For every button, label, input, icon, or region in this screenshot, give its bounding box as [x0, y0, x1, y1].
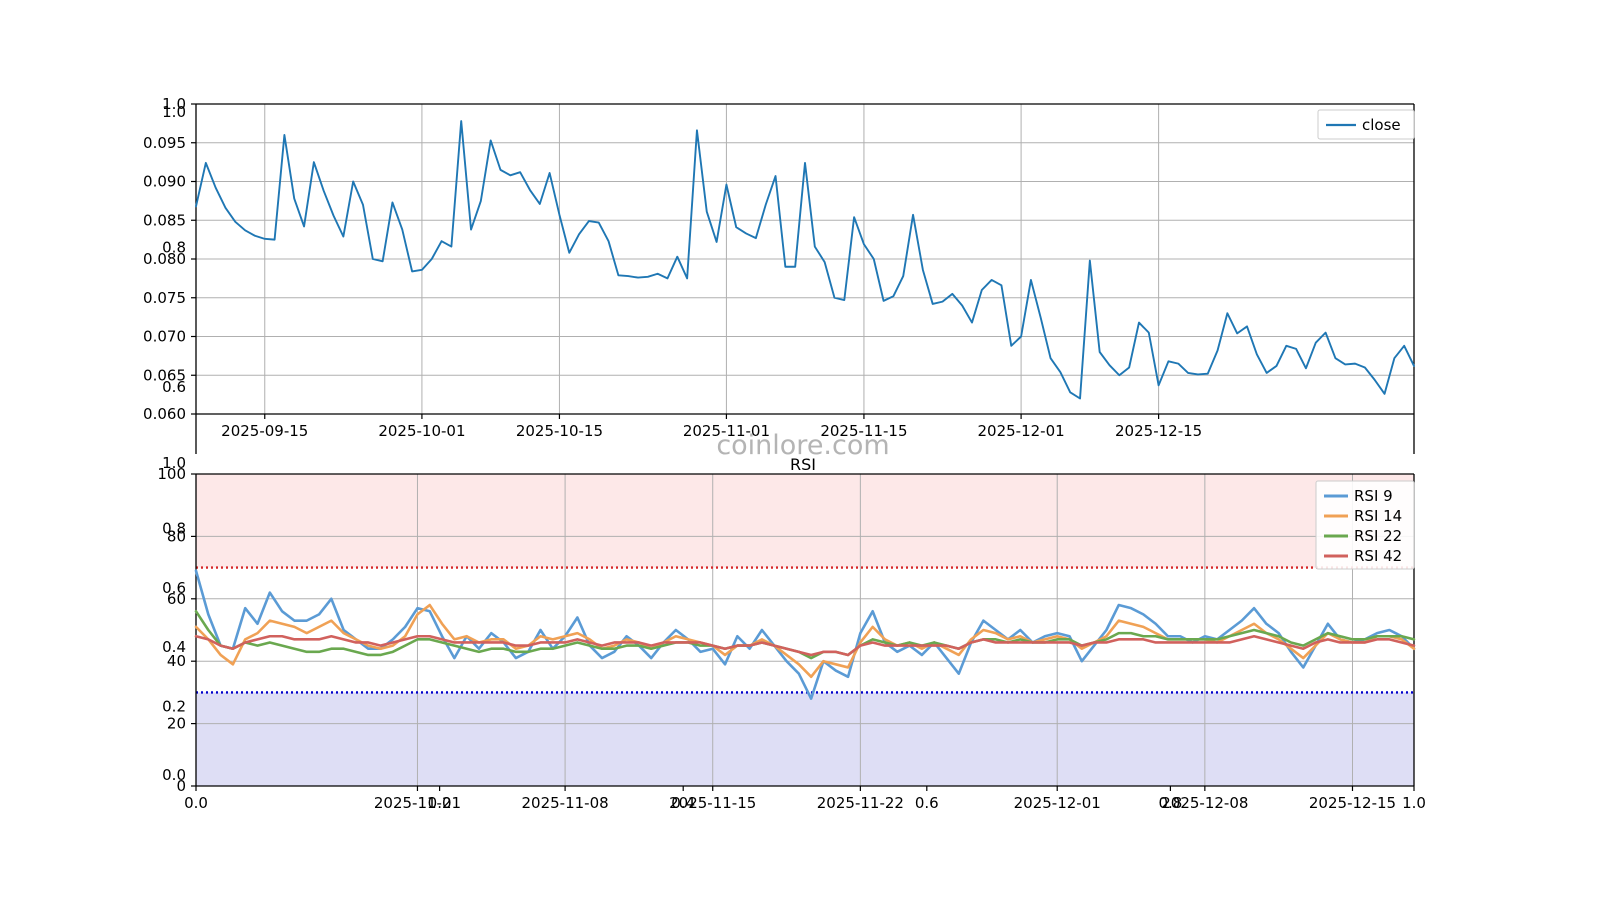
rsi-xtick-label: 2025-12-15	[1309, 794, 1396, 812]
price-series-close	[195, 120, 1415, 400]
price-xtick-label: 2025-09-15	[221, 422, 308, 440]
rsi-ytick-label: 80	[167, 527, 186, 545]
price-xtick-label: 2025-12-01	[978, 422, 1065, 440]
price-ytick-label-secondary: 1.0	[162, 103, 186, 121]
rsi-legend[interactable]: RSI 9 RSI 14 RSI 22 RSI 42	[1315, 480, 1415, 570]
price-ytick-label: 0.075	[143, 289, 186, 307]
rsi-series-RSI-9	[194, 569, 1416, 700]
rsi-ytick-label-secondary: 0.2	[162, 697, 186, 715]
rsi-ytick-label-secondary: 0.4	[162, 638, 186, 656]
rsi-xtick-label-secondary: 1.0	[1402, 794, 1426, 812]
rsi-xtick-label-secondary: 0.0	[184, 794, 208, 812]
price-legend[interactable]: close	[1317, 109, 1415, 140]
rsi-xtick-label: 2025-11-22	[817, 794, 904, 812]
price-panel: 0.060 0.065 0.070 0.075 0.080 0.085 0.090 0.095…	[143, 95, 1415, 454]
price-legend-label: close	[1362, 116, 1401, 134]
rsi-series-RSI-22	[194, 609, 1416, 660]
rsi-xtick-label-secondary: 0.2	[428, 794, 452, 812]
price-xtick-label: 2025-11-15	[820, 422, 907, 440]
rsi-panel: 0 20 40 60 80 100 0.0 0.2 0.4 0.6 0.8 1.0 2025-11-01…	[157, 454, 1426, 812]
rsi-ytick-label-secondary: 0.8	[162, 520, 186, 538]
rsi-xtick-label: 2025-11-08	[521, 794, 608, 812]
rsi-series-RSI-42	[194, 634, 1416, 657]
price-legend-box	[1317, 109, 1415, 140]
price-ytick-label: 0.065	[143, 366, 186, 384]
rsi-ytick-label: 60	[167, 590, 186, 608]
price-ytick-label: 0.060	[143, 405, 186, 423]
rsi-ytick-label: 40	[167, 652, 186, 670]
price-ytick-label: 0.090	[143, 173, 186, 191]
rsi-xtick-label-secondary: 0.8	[1158, 794, 1182, 812]
rsi-xtick-label-secondary: 0.6	[915, 794, 939, 812]
rsi-legend-label: RSI 42	[1354, 547, 1402, 565]
price-ytick-label: 0.085	[143, 211, 186, 229]
price-xtick-label: 2025-11-01	[683, 422, 770, 440]
price-ytick-label: 1.0	[162, 95, 186, 113]
rsi-ytick-label: 100	[157, 465, 186, 483]
rsi-ytick-label-secondary: 0.6	[162, 579, 186, 597]
rsi-band	[196, 474, 1414, 568]
price-xtick-label: 2025-12-15	[1115, 422, 1202, 440]
rsi-ytick-label: 0	[176, 777, 186, 795]
rsi-ytick-label-secondary: 0.0	[162, 766, 186, 784]
rsi-legend-box	[1315, 480, 1415, 570]
price-ytick-label-secondary: 0.6	[162, 378, 186, 396]
rsi-band	[196, 692, 1414, 786]
rsi-legend-label: RSI 22	[1354, 527, 1402, 545]
watermark-text: coinlore.com	[716, 430, 889, 461]
price-ytick-label: 0.080	[143, 250, 186, 268]
rsi-title: RSI	[790, 455, 816, 474]
rsi-xtick-label: 2025-12-08	[1161, 794, 1248, 812]
rsi-xtick-label: 2025-11-01	[374, 794, 461, 812]
rsi-xtick-label: 2025-12-01	[1014, 794, 1101, 812]
rsi-ytick-label-secondary: 1.0	[162, 454, 186, 472]
price-ytick-label-secondary: 0.8	[162, 239, 186, 257]
rsi-legend-label: RSI 9	[1354, 487, 1393, 505]
price-ytick-label: 0.070	[143, 328, 186, 346]
rsi-legend-label: RSI 14	[1354, 507, 1402, 525]
price-ytick-label: 0.095	[143, 134, 186, 152]
rsi-xtick-label-secondary: 0.4	[671, 794, 695, 812]
price-xtick-label: 2025-10-15	[516, 422, 603, 440]
rsi-ytick-label: 20	[167, 715, 186, 733]
price-xtick-label: 2025-10-01	[378, 422, 465, 440]
rsi-xtick-label: 2025-11-15	[669, 794, 756, 812]
